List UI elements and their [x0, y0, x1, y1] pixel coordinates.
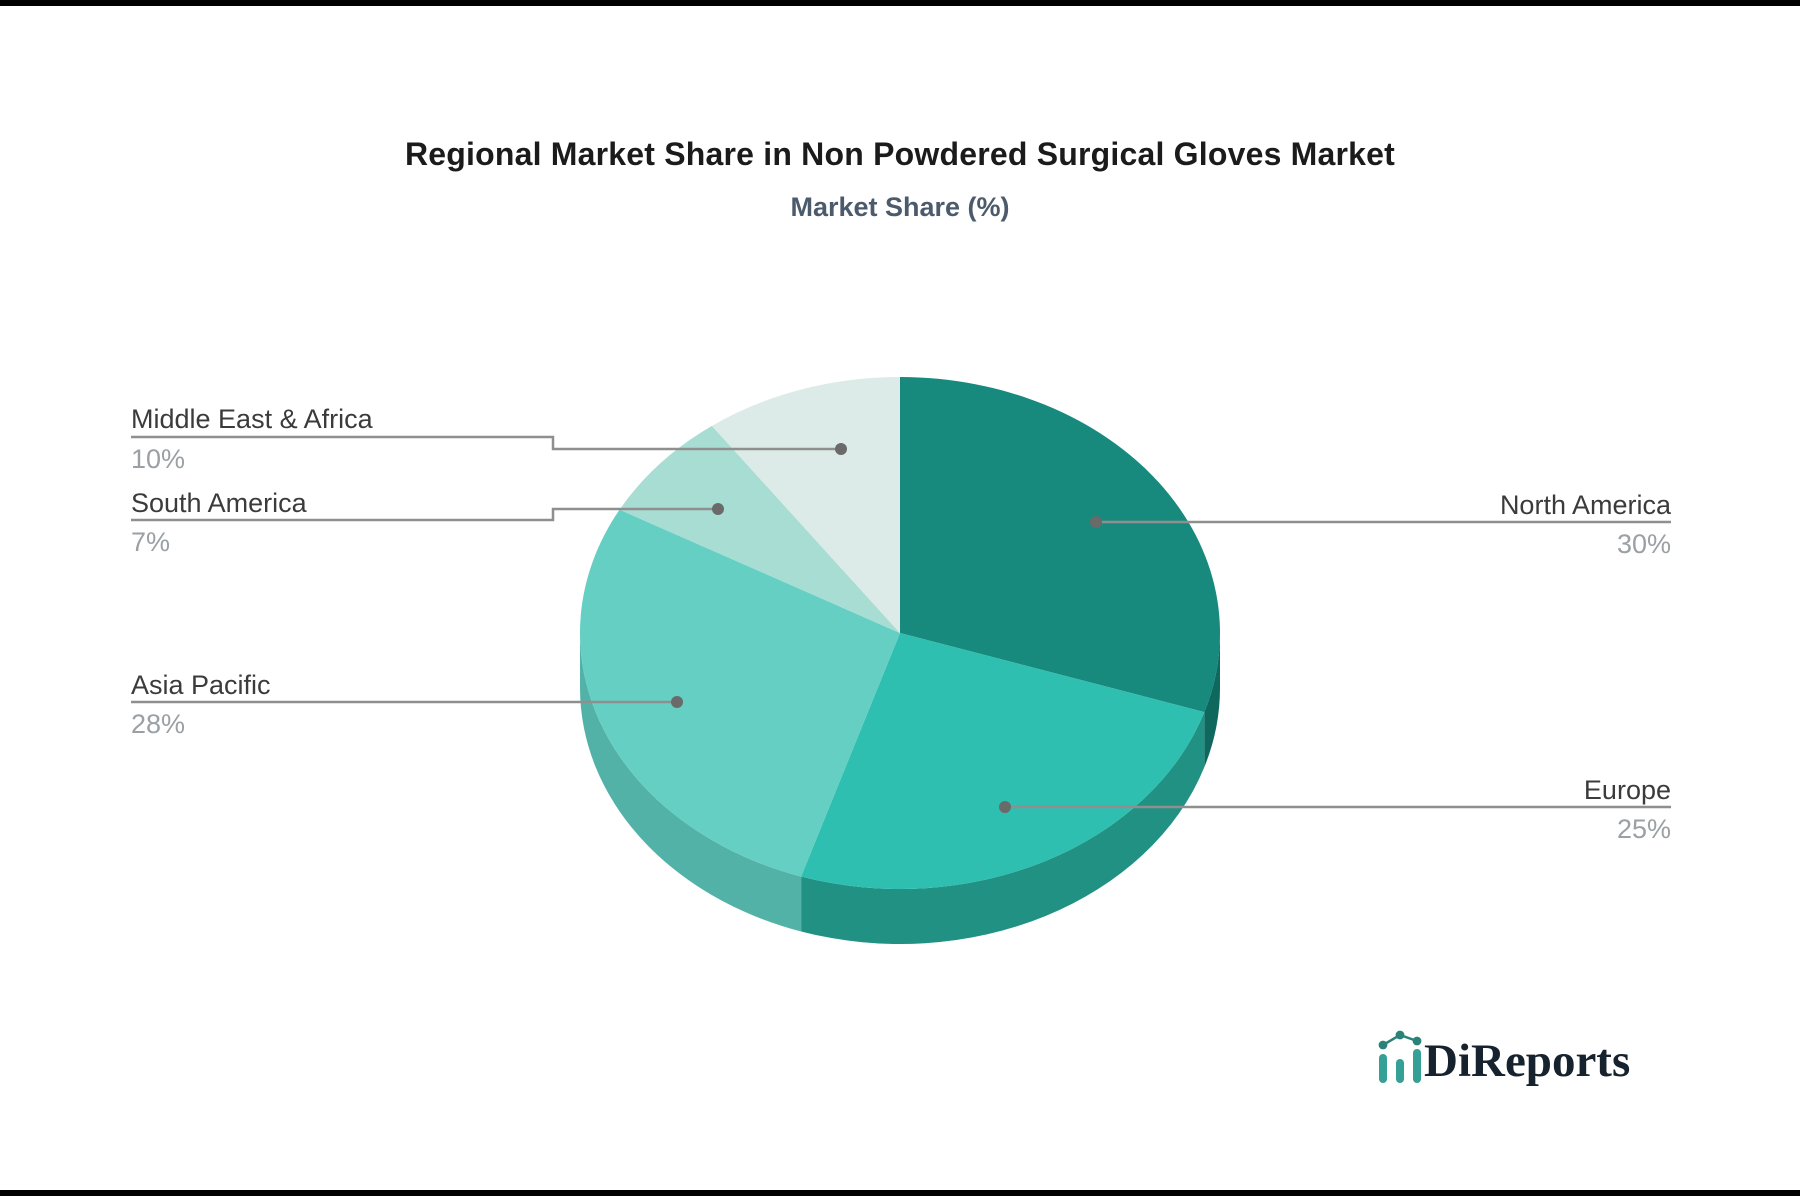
- window-frame-top: [0, 0, 1800, 6]
- chart-title: Regional Market Share in Non Powdered Su…: [404, 136, 1396, 172]
- slice-value-asia-pacific: 28%: [131, 709, 186, 739]
- window-frame-bottom: [0, 1190, 1800, 1196]
- slice-label-south-america: South America: [131, 488, 307, 518]
- direports-logo: DiReports: [1378, 1024, 1678, 1096]
- slice-value-europe: 25%: [1616, 814, 1671, 844]
- pie-slice-depth: [580, 633, 802, 932]
- chart-subtitle: Market Share (%): [790, 192, 1010, 222]
- pie-slice-asia-pacific: [579, 509, 900, 877]
- callout-line: [131, 507, 718, 522]
- slice-label-europe: Europe: [1583, 775, 1671, 805]
- slice-value-south-america: 7%: [131, 527, 171, 557]
- slice-label-middle-east-africa: Middle East & Africa: [131, 404, 373, 434]
- pie-slice-north-america: [900, 377, 1220, 713]
- logo-text: DiReports: [1424, 1035, 1631, 1087]
- callout-dot: [1090, 516, 1102, 528]
- callout-line: [131, 435, 841, 451]
- pie-slice-depth: [1204, 633, 1220, 768]
- pie-slice-depth: [801, 712, 1205, 944]
- slice-label-north-america: North America: [1499, 490, 1671, 520]
- pie-slice-middle-east-africa: [711, 377, 900, 633]
- slice-value-middle-east-africa: 10%: [131, 444, 186, 474]
- slice-value-north-america: 30%: [1616, 529, 1671, 559]
- bar-line-chart-icon: [1378, 1030, 1422, 1083]
- callout-dot: [671, 696, 683, 708]
- pie-slice-south-america: [619, 425, 900, 633]
- callout-dot: [835, 443, 847, 455]
- callout-dot: [712, 503, 724, 515]
- slice-label-asia-pacific: Asia Pacific: [131, 670, 271, 700]
- callout-dot: [999, 801, 1011, 813]
- pie-slice-europe: [801, 633, 1205, 889]
